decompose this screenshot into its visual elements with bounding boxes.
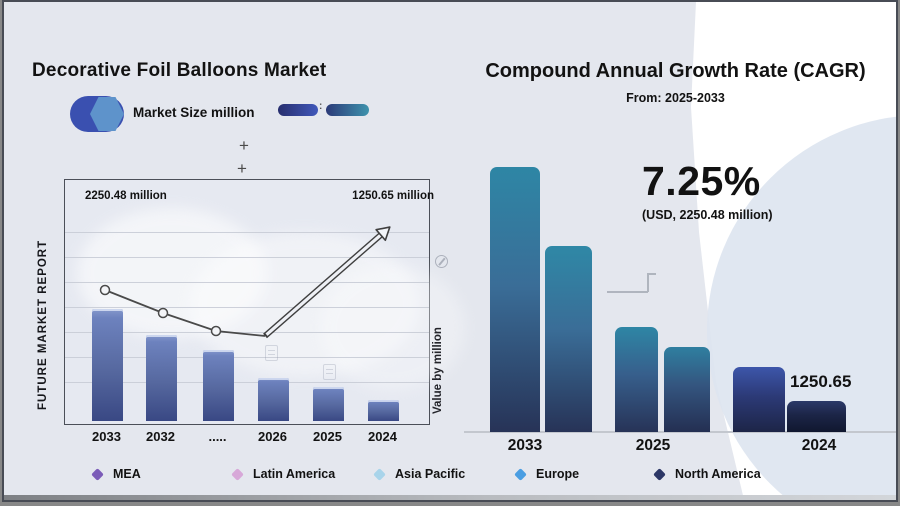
cagr-value-block: 7.25% (USD, 2250.48 million) (642, 158, 773, 222)
cagr-bar (490, 167, 540, 432)
end-value-annotation: 1250.65 million (352, 190, 434, 202)
cagr-detail: (USD, 2250.48 million) (642, 208, 773, 222)
xaxis-tick-label: 2026 (258, 429, 287, 444)
market-size-label: Market Size million (133, 105, 255, 120)
cagr-xaxis-label: 2025 (635, 437, 671, 454)
cagr-xaxis-label: 2024 (801, 437, 837, 454)
market-size-bars (65, 180, 429, 424)
xaxis-tick-label: 2024 (368, 429, 397, 444)
document-watermark-icon (265, 345, 278, 361)
start-value-annotation: 2250.48 million (85, 190, 167, 202)
cagr-bar (787, 401, 846, 432)
cagr-bar (545, 246, 592, 432)
market-size-bar (146, 335, 177, 421)
cagr-bar (615, 327, 658, 432)
xaxis-tick-label: 2025 (313, 429, 342, 444)
plus-mark-icon: + (239, 136, 249, 155)
circle-watermark-icon (435, 255, 448, 268)
cagr-axis-line (464, 431, 896, 433)
cagr-value: 7.25% (642, 158, 761, 204)
pill-separator: : (319, 101, 323, 112)
trend-line-arrow (99, 226, 391, 339)
bottom-border (4, 495, 896, 500)
market-size-xaxis: 2033 2032..... 2026 2025 2024 (64, 429, 430, 445)
market-size-chart: 2250.48 million 1250.65 million (64, 179, 465, 425)
xaxis-tick-label: 2032 (146, 429, 175, 444)
xaxis-tick-label: ..... (208, 429, 227, 444)
cagr-bar (733, 367, 785, 432)
market-size-bar (313, 387, 344, 421)
balloon-logo-icon (70, 96, 124, 132)
cagr-bar-annotation: 1250.65 (790, 372, 852, 391)
market-size-bar (203, 350, 234, 421)
cagr-chart: 1250.65 2033 2025 2024 (4, 2, 896, 500)
cagr-title: Compound Annual Growth Rate (CAGR) (485, 60, 866, 82)
market-size-bar (368, 400, 399, 421)
gradient-pill-blue-icon (278, 104, 318, 116)
cagr-xaxis-label: 2033 (507, 437, 543, 454)
gradient-pill-teal-icon (326, 104, 369, 116)
xaxis-tick-label: 2033 (92, 429, 121, 444)
plus-mark-icon: + (237, 159, 247, 178)
market-size-bar (258, 378, 289, 421)
future-market-report-watermark: FUTURE MARKET REPORT (37, 239, 49, 410)
cagr-subtitle: From: 2025-2033 (626, 91, 725, 105)
document-watermark-icon (323, 364, 336, 380)
market-size-bar (92, 309, 123, 421)
page-title: Decorative Foil Balloons Market (32, 60, 327, 81)
value-by-million-axis-label: Value by million (432, 327, 444, 414)
cagr-bar (664, 347, 710, 432)
